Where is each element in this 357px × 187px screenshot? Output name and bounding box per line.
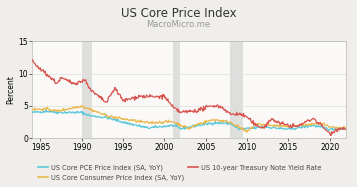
Text: MacroMicro.me: MacroMicro.me: [146, 20, 211, 29]
Text: US Core Price Index: US Core Price Index: [121, 7, 236, 20]
Y-axis label: Percent: Percent: [6, 75, 16, 104]
Bar: [230, 41, 243, 138]
Bar: [82, 41, 92, 138]
Bar: [173, 41, 180, 138]
Legend: US Core PCE Price Index (SA, YoY), US Core Consumer Price Index (SA, YoY), US 10: US Core PCE Price Index (SA, YoY), US Co…: [35, 162, 324, 184]
